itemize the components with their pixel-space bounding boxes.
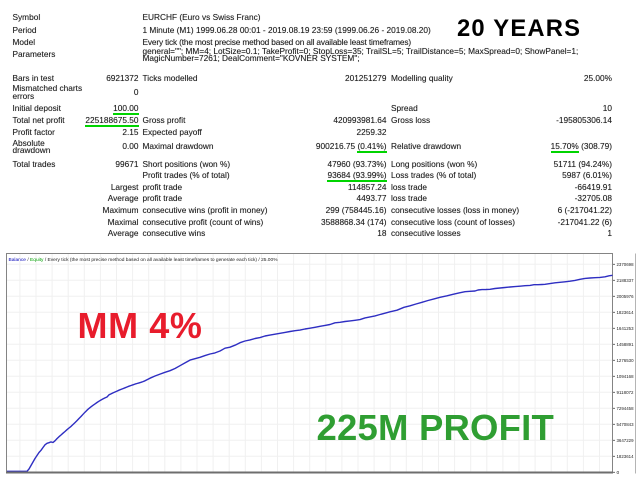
- svg-text:1458891: 1458891: [617, 342, 634, 348]
- svg-text:0: 0: [617, 470, 620, 476]
- svg-text:2370698: 2370698: [617, 262, 634, 268]
- svg-text:3647229: 3647229: [617, 438, 634, 444]
- svg-text:Balance / Equity / Every tick: Balance / Equity / Every tick (the most …: [9, 257, 278, 262]
- svg-text:1641253: 1641253: [617, 326, 634, 332]
- svg-text:2188337: 2188337: [617, 278, 634, 284]
- svg-text:2005976: 2005976: [617, 294, 634, 300]
- svg-text:1094168: 1094168: [617, 374, 634, 380]
- svg-text:5470843: 5470843: [617, 422, 634, 428]
- svg-text:1823614: 1823614: [617, 310, 634, 316]
- svg-text:1823614: 1823614: [617, 454, 634, 460]
- svg-text:7294458: 7294458: [617, 406, 634, 412]
- svg-text:9118072: 9118072: [617, 390, 634, 396]
- svg-text:1276530: 1276530: [617, 358, 634, 364]
